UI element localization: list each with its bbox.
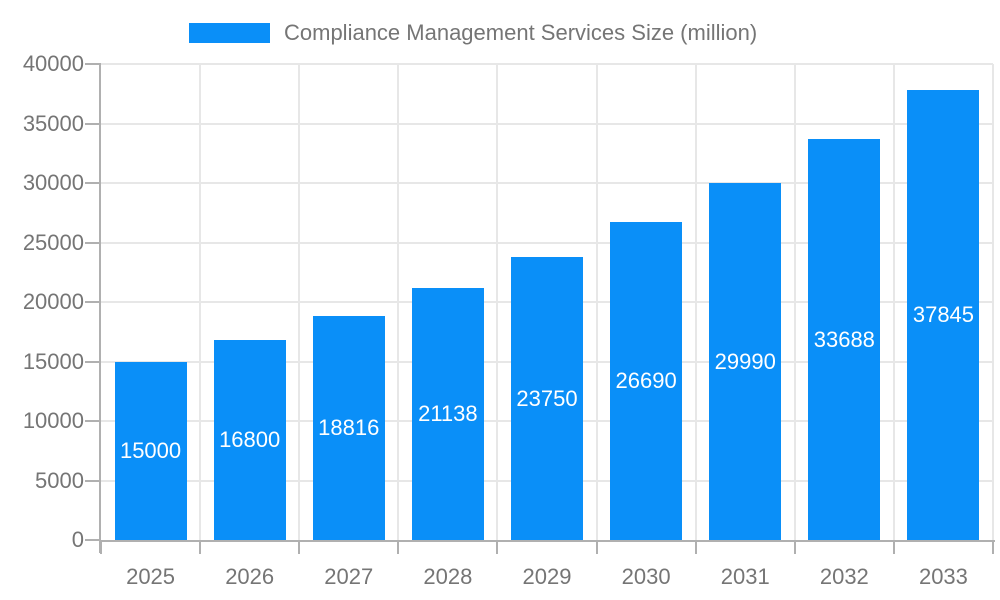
y-axis-tick-label: 15000 [22,348,84,374]
gridline-vertical [199,64,202,540]
y-axis-line [99,63,101,553]
x-axis-tick [595,542,598,554]
x-axis-tick-label: 2033 [918,564,968,589]
bar-value-label: 21138 [418,401,478,427]
x-axis-tick-label: 2031 [720,564,770,589]
gridline-horizontal [101,182,993,184]
x-axis-tick [397,542,400,554]
bar-value-label: 37845 [912,301,975,327]
bar-2032[interactable]: 33688 [808,139,881,540]
y-axis-tick [85,360,101,363]
x-axis-tick [793,542,796,554]
legend[interactable]: Compliance Management Services Size (mil… [189,14,757,52]
bar-value-label: 15000 [119,437,182,463]
x-axis-tick-label: 2026 [225,564,275,589]
y-axis-tick-label: 20000 [22,289,84,314]
x-axis-tick-label: 2027 [324,564,374,589]
bar-2026[interactable]: 16800 [213,340,286,540]
y-axis-tick [85,479,101,482]
y-axis-tick [85,301,101,303]
y-axis-tick [85,63,101,65]
x-axis-tick [694,542,697,554]
x-axis-line [99,540,995,542]
y-axis-tick-label: 40000 [22,51,84,76]
x-axis-tick-label: 2032 [819,564,869,589]
gridline-horizontal [101,63,993,65]
y-axis-tick-label: 5000 [35,467,84,493]
bar-2028[interactable]: 21138 [411,288,484,540]
gridline-vertical [595,64,598,540]
x-axis-tick [298,542,301,554]
bar-value-label: 33688 [813,326,875,352]
bar-value-label: 18816 [318,415,380,441]
x-axis-tick-label: 2030 [621,564,671,589]
x-axis-tick-label: 2028 [423,564,473,589]
bar-2025[interactable]: 15000 [114,361,187,540]
x-axis-tick [496,542,499,554]
y-axis-tick-label: 25000 [22,229,84,255]
x-axis-tick [992,542,994,554]
gridline-vertical [992,64,994,540]
x-axis-tick-label: 2025 [126,564,176,589]
gridline-horizontal [101,241,993,244]
y-axis-tick-label: 10000 [22,408,84,433]
y-axis-tick [85,182,101,184]
x-axis-tick [100,542,102,554]
gridline-vertical [892,64,895,540]
bar-2030[interactable]: 26690 [610,222,683,540]
x-axis-tick-label: 2029 [522,564,572,589]
gridline-vertical [793,64,796,540]
bar-2029[interactable]: 23750 [511,257,583,540]
plot-area: 15000 16800 18816 21138 23750 26690 29990 33688… [101,63,994,540]
gridline-vertical [694,64,697,540]
gridline-horizontal [101,122,993,125]
gridline-vertical [496,64,499,540]
y-axis-tick-label: 0 [71,527,84,552]
y-axis-tick-label: 35000 [22,110,84,136]
y-axis-tick [85,539,101,541]
bar-value-label: 16800 [219,427,281,453]
y-axis-tick [85,122,101,125]
y-axis-tick [85,420,101,422]
x-axis-tick [892,542,895,554]
gridline-vertical [298,64,301,540]
legend-swatch-icon [189,23,270,43]
bar-value-label: 23750 [516,385,578,411]
bar-value-label: 26690 [615,368,677,394]
bar-2031[interactable]: 29990 [709,183,782,540]
bar-2033[interactable]: 37845 [907,89,980,540]
bar-value-label: 29990 [714,348,776,374]
gridline-vertical [397,64,400,540]
y-axis-tick-label: 30000 [22,170,84,195]
bar-2027[interactable]: 18816 [312,316,385,540]
y-axis-tick [85,241,101,244]
x-axis-tick [199,542,202,554]
legend-label: Compliance Management Services Size (mil… [284,20,758,45]
